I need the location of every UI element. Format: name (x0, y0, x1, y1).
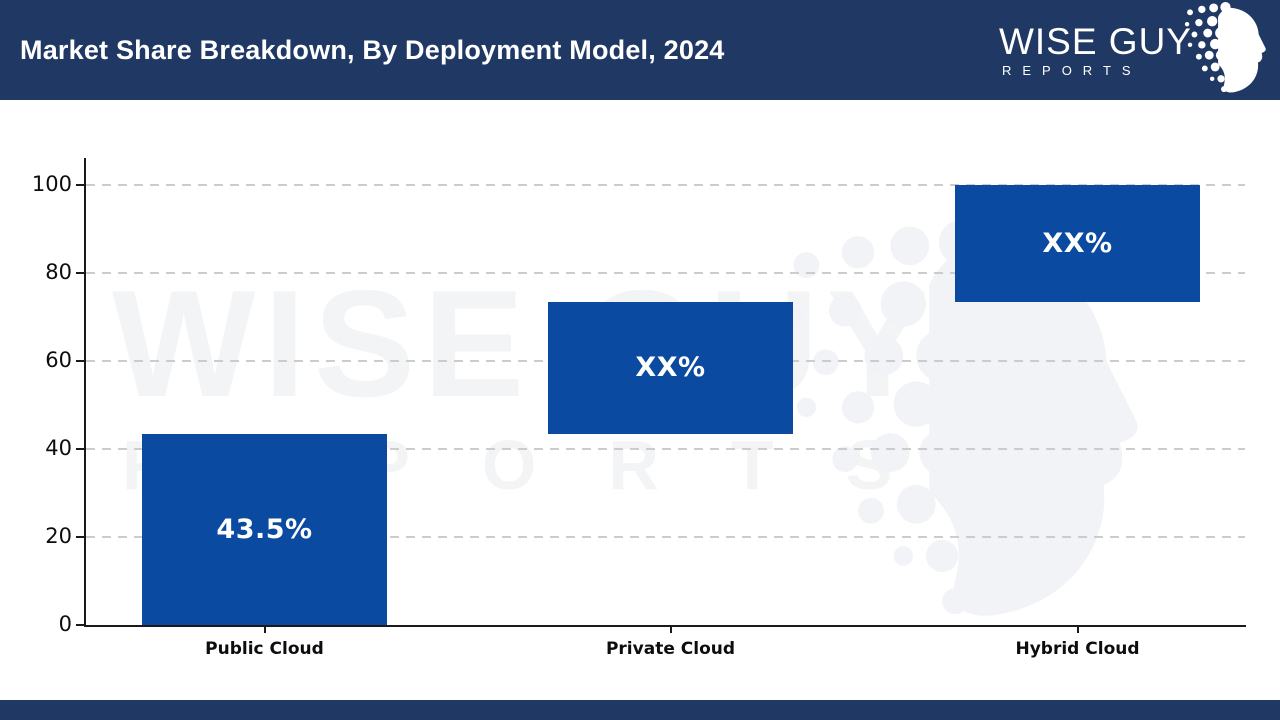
y-tick-mark-40 (76, 448, 84, 450)
brand-name: WISE GUY (998, 20, 1192, 62)
x-tick-label-2: Hybrid Cloud (1015, 639, 1140, 659)
brand-subname: REPORTS (1001, 62, 1142, 78)
bar-value-label: 43.5% (216, 513, 313, 545)
x-tick-mark-0 (263, 627, 266, 633)
y-tick-mark-100 (76, 184, 84, 186)
gridline-40 (86, 448, 1245, 450)
gridline-100 (86, 184, 1245, 186)
y-tick-mark-0 (76, 624, 84, 626)
brand-logo-text: WISE GUY REPORTS (999, 23, 1192, 78)
x-tick-mark-1 (669, 627, 672, 633)
chart-title: Market Share Breakdown, By Deployment Mo… (20, 34, 725, 65)
logo-face-icon (1184, 2, 1266, 93)
bar-value-label: XX% (635, 352, 706, 384)
x-tick-mark-2 (1076, 627, 1079, 633)
x-tick-label-1: Private Cloud (605, 639, 736, 659)
y-axis-line (84, 158, 86, 627)
y-tick-mark-80 (76, 272, 84, 274)
y-tick-label-100: 100 (31, 172, 72, 196)
x-tick-label-0: Public Cloud (205, 639, 324, 659)
y-tick-mark-20 (76, 536, 84, 538)
y-tick-label-40: 40 (45, 436, 72, 460)
x-axis-line (84, 625, 1246, 627)
y-tick-label-80: 80 (45, 260, 72, 284)
y-tick-label-60: 60 (45, 348, 72, 372)
bar-value-label: XX% (1042, 228, 1113, 260)
y-tick-label-0: 0 (58, 612, 72, 636)
bar-private-cloud: XX% (548, 302, 793, 434)
bar-public-cloud: 43.5% (142, 433, 387, 625)
header-bar: Market Share Breakdown, By Deployment Mo… (0, 0, 1280, 100)
bar-hybrid-cloud: XX% (955, 185, 1200, 303)
y-tick-mark-60 (76, 360, 84, 362)
gridline-80 (86, 272, 1245, 274)
y-tick-label-20: 20 (45, 524, 72, 548)
brand-logo: WISE GUY REPORTS (999, 2, 1272, 98)
footer-bar (0, 700, 1280, 720)
gridline-20 (86, 536, 1245, 538)
